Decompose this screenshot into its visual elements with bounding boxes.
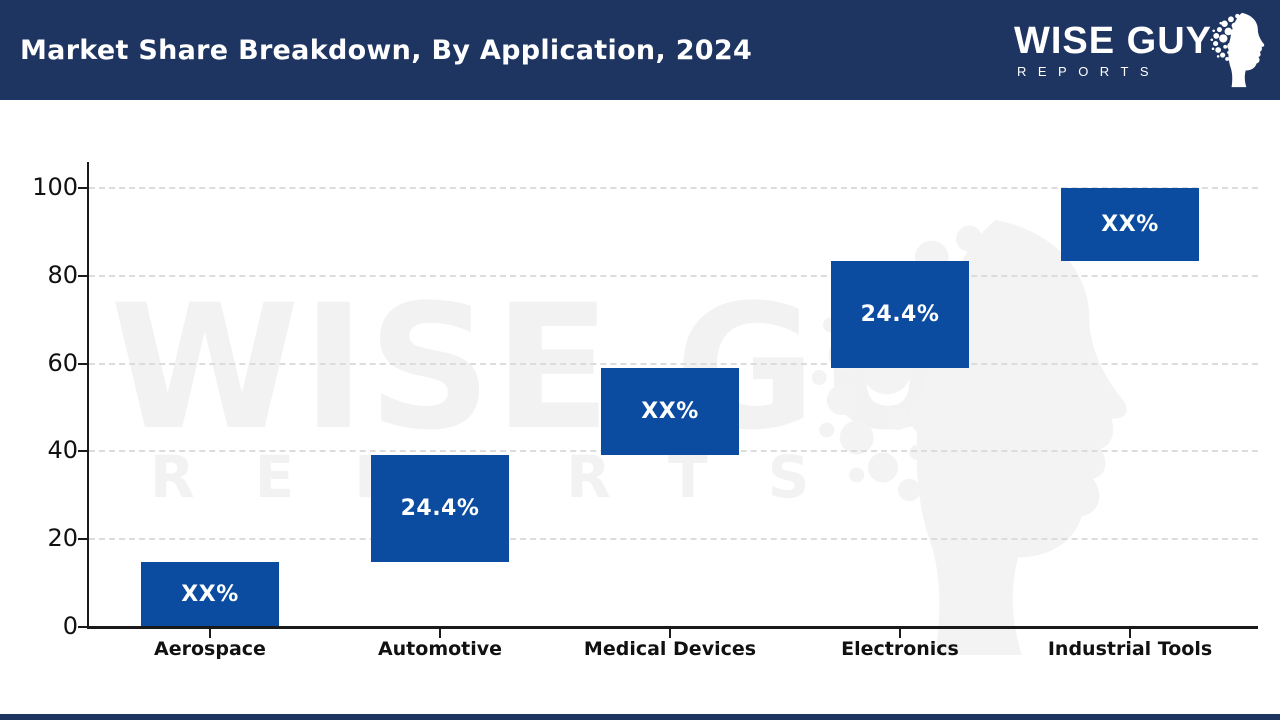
x-tick-mark — [669, 629, 671, 638]
page-title: Market Share Breakdown, By Application, … — [20, 34, 753, 66]
bar-value-label: XX% — [181, 582, 239, 607]
x-category-label: Industrial Tools — [1047, 638, 1213, 660]
x-category-label: Electronics — [841, 638, 959, 660]
gridline-80 — [89, 274, 1258, 277]
bar-industrial-tools: XX% — [1061, 188, 1199, 261]
y-tick-label: 0 — [62, 612, 78, 640]
gridline-20 — [89, 538, 1258, 541]
bar-medical-devices: XX% — [601, 367, 739, 455]
y-tick-mark — [78, 626, 87, 628]
logo-wordmark: WISE GUY — [1013, 19, 1212, 62]
gridline-100 — [89, 187, 1258, 189]
x-category-label: Automotive — [377, 638, 503, 660]
watermark-text-line2: REPORTS — [150, 443, 870, 511]
y-tick-mark — [78, 274, 87, 277]
header-bar: Market Share Breakdown, By Application, … — [0, 0, 1280, 100]
wiseguy-logo: WISE GUY REPORTS — [1014, 7, 1270, 93]
x-tick-mark — [899, 629, 901, 638]
y-tick-label: 100 — [32, 173, 78, 201]
wiseguy-head-icon — [1206, 7, 1270, 93]
bar-value-label: XX% — [1101, 211, 1159, 237]
logo-subtext: REPORTS — [1016, 63, 1161, 79]
footer-strip — [0, 714, 1280, 720]
bar-electronics: 24.4% — [831, 260, 969, 368]
logo-text: WISE GUY REPORTS — [1014, 22, 1212, 79]
x-tick-mark — [439, 629, 441, 638]
x-category-label: Aerospace — [154, 638, 266, 660]
gridline-60 — [89, 362, 1258, 365]
x-axis-spine — [87, 626, 1258, 629]
y-tick-label: 60 — [47, 348, 78, 377]
bar-value-label: 24.4% — [860, 301, 940, 327]
y-tick-label: 20 — [47, 524, 78, 553]
y-tick-label: 80 — [47, 260, 78, 289]
x-category-label: Medical Devices — [583, 638, 757, 660]
bar-value-label: 24.4% — [400, 495, 480, 521]
y-tick-mark — [78, 538, 87, 541]
x-tick-mark — [1129, 629, 1131, 638]
x-tick-mark — [209, 629, 211, 638]
y-tick-mark — [78, 450, 87, 453]
y-tick-mark — [78, 187, 87, 189]
y-tick-label: 40 — [47, 436, 78, 465]
bar-aerospace: XX% — [141, 562, 279, 627]
bar-automotive: 24.4% — [371, 454, 509, 563]
bar-value-label: XX% — [641, 398, 699, 424]
y-axis-spine — [87, 162, 89, 628]
y-tick-mark — [78, 362, 87, 365]
